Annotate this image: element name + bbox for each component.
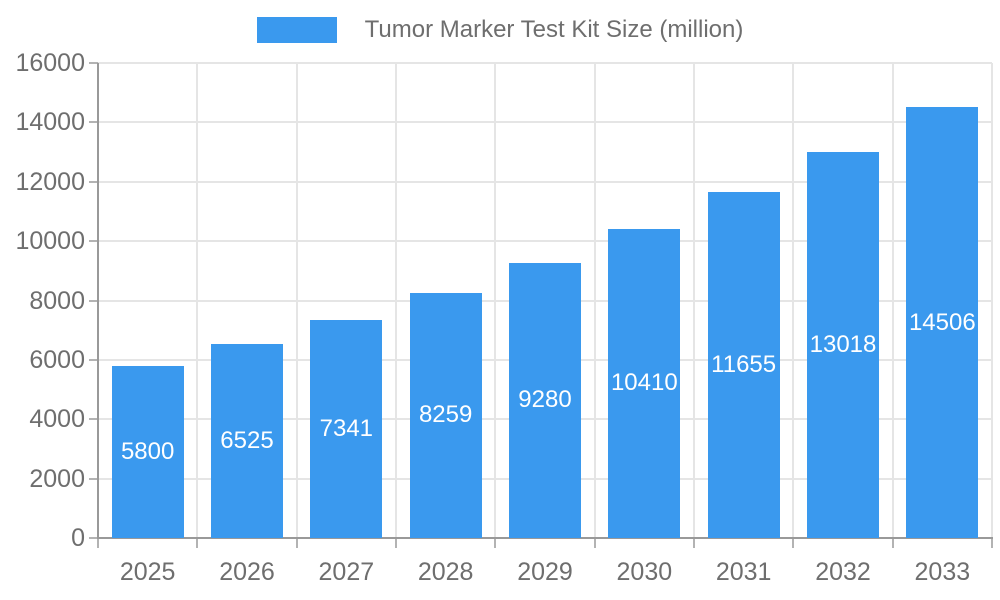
x-axis-tick bbox=[991, 539, 993, 548]
y-axis-tick-label: 4000 bbox=[29, 405, 85, 434]
bar-2026[interactable] bbox=[211, 344, 283, 538]
y-axis-tick bbox=[89, 121, 98, 124]
x-axis-tick-label: 2025 bbox=[119, 558, 176, 586]
x-axis-tick-label: 2026 bbox=[219, 558, 275, 586]
bar-2027[interactable] bbox=[310, 320, 383, 538]
y-axis-tick-label: 6000 bbox=[29, 345, 85, 374]
y-axis-tick-label: 12000 bbox=[15, 167, 85, 196]
y-axis-tick bbox=[89, 240, 98, 243]
x-axis-tick bbox=[891, 539, 894, 548]
legend-swatch-icon bbox=[256, 17, 337, 43]
x-axis-line bbox=[97, 537, 993, 539]
bar-value-label: 8259 bbox=[418, 401, 473, 429]
x-axis-tick bbox=[295, 539, 298, 548]
y-axis-tick bbox=[89, 358, 98, 361]
h-gridline bbox=[98, 62, 992, 64]
v-gridline bbox=[792, 63, 795, 538]
bar-2032[interactable] bbox=[807, 151, 879, 538]
y-axis-tick bbox=[89, 537, 98, 539]
h-gridline bbox=[98, 240, 992, 243]
bar-value-label: 6525 bbox=[220, 427, 274, 455]
bar-value-label: 9280 bbox=[518, 386, 572, 414]
v-gridline bbox=[593, 63, 596, 538]
x-axis-tick-label: 2027 bbox=[318, 558, 375, 586]
y-axis-tick-label: 2000 bbox=[29, 464, 85, 493]
x-axis-tick bbox=[196, 539, 199, 548]
x-axis-tick bbox=[494, 539, 497, 548]
bar-value-label: 14506 bbox=[908, 308, 976, 336]
y-axis-tick-label: 14000 bbox=[15, 108, 85, 137]
x-axis-tick-label: 2032 bbox=[815, 558, 871, 586]
bar-value-label: 11655 bbox=[711, 350, 777, 378]
y-axis-tick bbox=[89, 299, 98, 302]
bar-value-label: 13018 bbox=[809, 330, 877, 358]
bar-value-label: 5800 bbox=[120, 437, 175, 465]
y-axis-tick-label: 0 bbox=[71, 524, 85, 552]
x-axis-tick bbox=[593, 539, 596, 548]
legend-label: Tumor Marker Test Kit Size (million) bbox=[364, 16, 744, 43]
bar-value-label: 10410 bbox=[610, 369, 678, 397]
y-axis-tick bbox=[89, 477, 98, 480]
x-axis-tick-label: 2028 bbox=[417, 558, 474, 586]
x-axis-tick-label: 2031 bbox=[715, 558, 772, 586]
bar-2025[interactable] bbox=[111, 365, 184, 538]
y-axis-tick bbox=[89, 180, 98, 183]
bar-2031[interactable] bbox=[707, 191, 780, 538]
h-gridline bbox=[98, 121, 992, 124]
bar-2028[interactable] bbox=[409, 292, 482, 538]
y-axis-line bbox=[97, 63, 99, 538]
x-axis-tick bbox=[792, 539, 795, 548]
x-axis-tick bbox=[395, 539, 397, 548]
v-gridline bbox=[991, 63, 993, 538]
x-axis-tick-label: 2029 bbox=[517, 558, 573, 586]
legend[interactable]: Tumor Marker Test Kit Size (million) bbox=[0, 16, 1000, 44]
bar-value-label: 7341 bbox=[319, 415, 374, 443]
bar-2029[interactable] bbox=[509, 262, 581, 538]
x-axis-tick-label: 2030 bbox=[616, 558, 673, 586]
x-axis-tick bbox=[693, 539, 695, 548]
y-axis-tick bbox=[89, 62, 98, 64]
y-axis-tick-label: 16000 bbox=[15, 49, 85, 77]
y-axis-tick-label: 8000 bbox=[29, 286, 85, 315]
v-gridline bbox=[891, 63, 894, 538]
v-gridline bbox=[395, 63, 397, 538]
v-gridline bbox=[295, 63, 298, 538]
x-axis-tick bbox=[97, 539, 99, 548]
y-axis-tick bbox=[89, 418, 98, 421]
v-gridline bbox=[693, 63, 695, 538]
v-gridline bbox=[494, 63, 497, 538]
bar-2030[interactable] bbox=[608, 228, 681, 538]
v-gridline bbox=[196, 63, 199, 538]
bar-2033[interactable] bbox=[906, 107, 979, 538]
y-axis-tick-label: 10000 bbox=[15, 227, 85, 256]
x-axis-tick-label: 2033 bbox=[914, 558, 971, 586]
h-gridline bbox=[98, 180, 992, 183]
